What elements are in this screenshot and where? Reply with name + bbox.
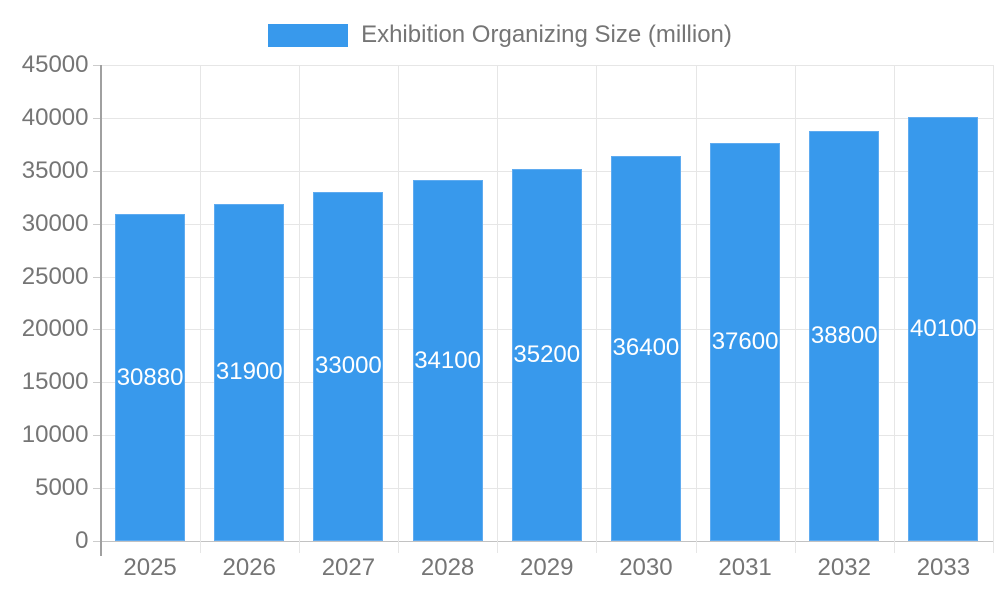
bar-2032[interactable]	[809, 130, 880, 541]
y-axis-line	[99, 65, 102, 556]
y-axis-tick	[92, 117, 101, 119]
y-axis-tick	[92, 382, 101, 384]
x-axis-label: 2032	[817, 554, 871, 581]
y-axis-label: 10000	[21, 421, 89, 449]
x-axis-label: 2025	[123, 554, 177, 581]
bar-value-label: 30880	[116, 363, 184, 391]
x-axis-label: 2033	[916, 554, 971, 581]
y-axis-label: 25000	[21, 262, 89, 290]
legend-swatch-icon	[268, 23, 349, 47]
y-axis-tick	[92, 65, 101, 66]
y-axis-tick	[92, 488, 101, 490]
legend-label: Exhibition Organizing Size (million)	[361, 21, 732, 48]
y-axis-label: 20000	[21, 315, 89, 343]
bar-value-label: 35200	[513, 340, 581, 368]
y-axis-label: 30000	[21, 209, 89, 237]
y-axis-label: 5000	[35, 474, 89, 502]
y-axis-tick	[92, 329, 101, 331]
y-gridline	[100, 541, 993, 542]
x-axis-label: 2031	[718, 554, 772, 581]
bar-2030[interactable]	[610, 155, 681, 541]
x-axis-label: 2029	[520, 554, 574, 581]
bar-value-label: 34100	[414, 346, 481, 374]
y-axis-tick	[92, 170, 101, 172]
y-axis-tick	[92, 223, 101, 225]
x-gridline	[993, 65, 994, 553]
bar-2033[interactable]	[908, 116, 979, 541]
bar-value-label: 36400	[612, 334, 680, 362]
y-gridline	[100, 117, 993, 119]
x-axis-label: 2027	[321, 554, 376, 581]
y-axis-label: 15000	[21, 368, 89, 396]
y-gridline	[100, 65, 993, 66]
bar-value-label: 37600	[711, 328, 779, 356]
x-axis-label: 2028	[420, 554, 475, 581]
x-gridline	[695, 65, 697, 553]
y-axis-tick	[92, 276, 101, 278]
x-gridline	[298, 65, 300, 553]
x-gridline	[497, 65, 499, 553]
x-gridline	[398, 65, 399, 553]
bar-2031[interactable]	[710, 143, 781, 541]
legend[interactable]: Exhibition Organizing Size (million)	[0, 21, 1000, 49]
bar-2026[interactable]	[214, 203, 285, 541]
y-axis-label: 45000	[21, 51, 89, 78]
bar-value-label: 38800	[810, 321, 878, 349]
bar-value-label: 31900	[215, 358, 283, 386]
y-axis-label: 35000	[21, 156, 89, 184]
x-axis-label: 2026	[222, 554, 276, 581]
bar-value-label: 40100	[910, 314, 977, 342]
bar-2025[interactable]	[115, 214, 186, 541]
bar-2027[interactable]	[313, 191, 384, 541]
y-axis-label: 0	[75, 527, 89, 554]
bar-2028[interactable]	[412, 180, 483, 541]
bar-value-label: 33000	[315, 352, 382, 380]
y-axis-label: 40000	[21, 103, 89, 131]
bar-2029[interactable]	[511, 168, 582, 541]
x-gridline	[794, 65, 796, 553]
x-axis-label: 2030	[619, 554, 673, 581]
x-gridline	[596, 65, 598, 553]
y-axis-tick	[92, 541, 101, 542]
x-gridline	[893, 65, 895, 553]
x-gridline	[199, 65, 201, 553]
y-axis-tick	[92, 435, 101, 437]
